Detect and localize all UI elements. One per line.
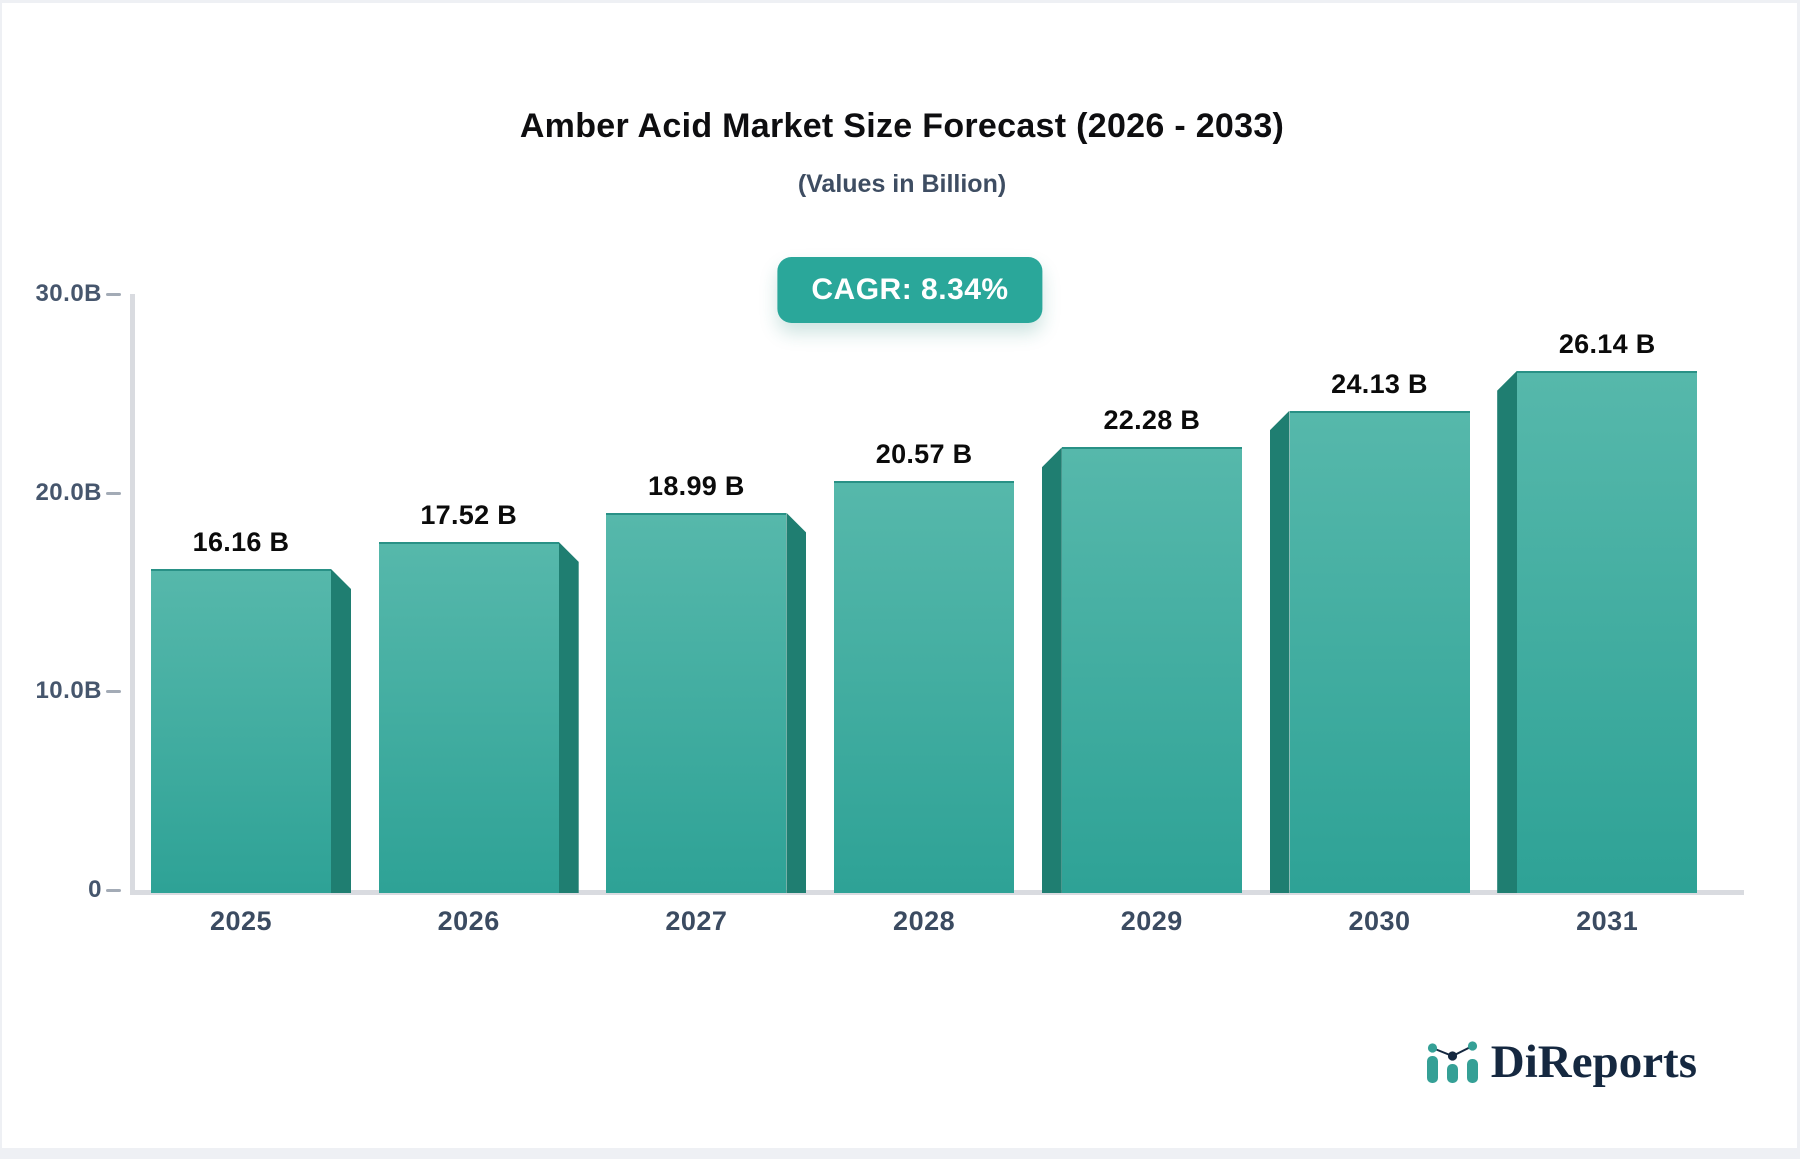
chart-card: Amber Acid Market Size Forecast (2026 - …	[2, 3, 1797, 1148]
cagr-badge: CAGR: 8.34%	[777, 257, 1043, 323]
bar-side-face	[1041, 447, 1062, 893]
bar-side-face	[1269, 410, 1290, 893]
chart-subtitle: (Values in Billion)	[797, 170, 1007, 198]
y-axis-line	[130, 294, 135, 894]
direports-logo-text: DiReports	[1490, 1036, 1697, 1088]
direports-logo: DiReports	[1425, 1039, 1697, 1086]
y-tick-mark	[106, 293, 121, 296]
bar-value-label: 22.28 B	[1103, 405, 1201, 436]
chart-title: Amber Acid Market Size Forecast (2026 - …	[519, 107, 1285, 145]
x-tick-label: 2029	[1120, 906, 1183, 936]
bar-value-label: 18.99 B	[648, 470, 745, 501]
x-tick-label: 2030	[1348, 906, 1411, 936]
logo-bar-3	[1466, 1059, 1478, 1083]
bar-value-label: 20.57 B	[875, 439, 973, 470]
x-tick-label: 2026	[437, 906, 500, 936]
y-tick-mark	[106, 491, 121, 495]
bar	[1061, 447, 1242, 893]
bar-side-face	[558, 541, 579, 893]
bar-side-face	[786, 512, 807, 893]
bar	[834, 481, 1015, 893]
x-tick-label: 2027	[665, 906, 728, 936]
bar-side-face	[331, 568, 351, 893]
bar	[1289, 410, 1470, 893]
bar	[606, 512, 787, 893]
bar	[151, 568, 331, 893]
bar-value-label: 17.52 B	[420, 499, 518, 530]
bar-side-face	[1497, 370, 1518, 893]
y-tick-mark	[106, 889, 121, 892]
y-tick-mark	[106, 690, 121, 694]
bar	[1517, 370, 1698, 893]
y-tick-label: 10.0B	[35, 677, 102, 705]
direports-logo-icon	[1426, 1041, 1478, 1083]
bar-value-label: 24.13 B	[1331, 368, 1428, 399]
x-tick-label: 2031	[1576, 906, 1639, 936]
y-tick-label: 30.0B	[35, 280, 102, 307]
x-tick-label: 2028	[893, 906, 956, 936]
x-tick-label: 2025	[209, 906, 273, 936]
bar-value-label: 16.16 B	[192, 526, 290, 557]
logo-bar-2	[1446, 1064, 1458, 1083]
bar-value-label: 26.14 B	[1558, 328, 1656, 359]
y-tick-label: 0	[88, 876, 102, 903]
logo-bar-1	[1426, 1056, 1438, 1083]
y-tick-label: 20.0B	[35, 478, 102, 506]
plot-area: 0 10.0B 20.0B 30.0B 16.16 B 2025 17.52 B 2026 18…	[2, 3, 1800, 1159]
bar	[378, 541, 559, 893]
